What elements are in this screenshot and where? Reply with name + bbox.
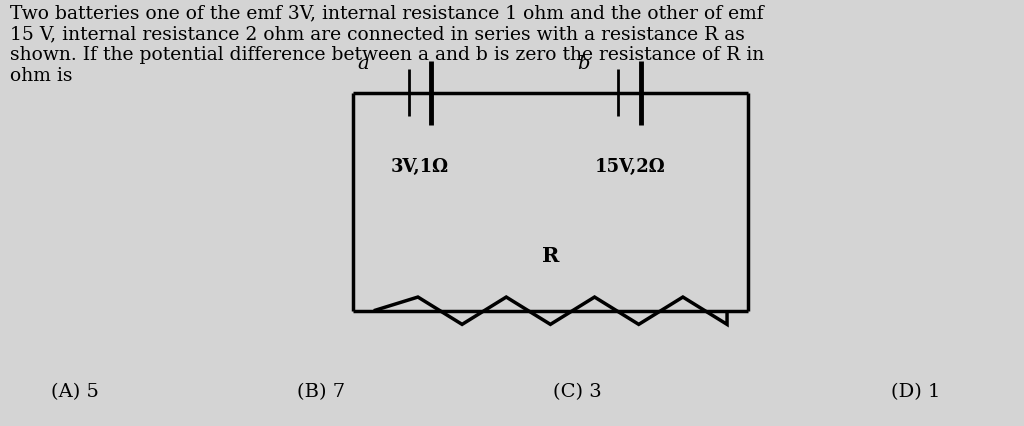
Text: (B) 7: (B) 7 [297, 383, 345, 400]
Text: a: a [357, 55, 370, 73]
Text: 3V,1Ω: 3V,1Ω [391, 157, 449, 175]
Text: Two batteries one of the emf 3V, internal resistance 1 ohm and the other of emf
: Two batteries one of the emf 3V, interna… [10, 4, 765, 84]
Text: (A) 5: (A) 5 [51, 383, 99, 400]
Text: (C) 3: (C) 3 [553, 383, 602, 400]
Text: 15V,2Ω: 15V,2Ω [595, 157, 665, 175]
Text: b: b [578, 55, 590, 73]
Text: (D) 1: (D) 1 [891, 383, 940, 400]
Text: R: R [542, 246, 559, 265]
